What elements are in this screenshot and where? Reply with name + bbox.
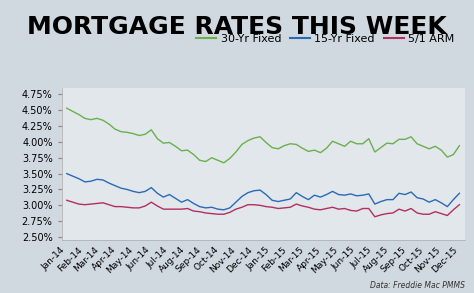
30-Yr Fixed — [64, 106, 70, 110]
15-Yr Fixed — [378, 200, 384, 203]
30-Yr Fixed — [185, 148, 191, 152]
5/1 ARM — [372, 215, 378, 219]
5/1 ARM — [456, 203, 462, 207]
Line: 5/1 ARM: 5/1 ARM — [67, 200, 459, 217]
30-Yr Fixed — [239, 143, 245, 146]
15-Yr Fixed — [239, 195, 245, 198]
5/1 ARM — [378, 213, 384, 217]
5/1 ARM — [233, 207, 239, 211]
Line: 30-Yr Fixed: 30-Yr Fixed — [67, 108, 459, 163]
Line: 15-Yr Fixed: 15-Yr Fixed — [67, 173, 459, 210]
5/1 ARM — [432, 210, 438, 213]
5/1 ARM — [185, 207, 191, 210]
30-Yr Fixed — [161, 141, 166, 145]
30-Yr Fixed — [94, 117, 100, 120]
15-Yr Fixed — [221, 208, 227, 212]
30-Yr Fixed — [221, 161, 227, 165]
Text: MORTGAGE RATES THIS WEEK: MORTGAGE RATES THIS WEEK — [27, 15, 447, 39]
15-Yr Fixed — [94, 178, 100, 181]
15-Yr Fixed — [456, 192, 462, 195]
30-Yr Fixed — [456, 144, 462, 147]
5/1 ARM — [161, 207, 166, 211]
Text: Data: Freddie Mac PMMS: Data: Freddie Mac PMMS — [370, 281, 465, 290]
15-Yr Fixed — [185, 198, 191, 201]
15-Yr Fixed — [64, 172, 70, 175]
15-Yr Fixed — [161, 195, 166, 199]
Legend: 30-Yr Fixed, 15-Yr Fixed, 5/1 ARM: 30-Yr Fixed, 15-Yr Fixed, 5/1 ARM — [191, 30, 459, 48]
30-Yr Fixed — [378, 146, 384, 149]
15-Yr Fixed — [432, 198, 438, 201]
30-Yr Fixed — [432, 144, 438, 148]
5/1 ARM — [64, 199, 70, 202]
5/1 ARM — [94, 202, 100, 205]
